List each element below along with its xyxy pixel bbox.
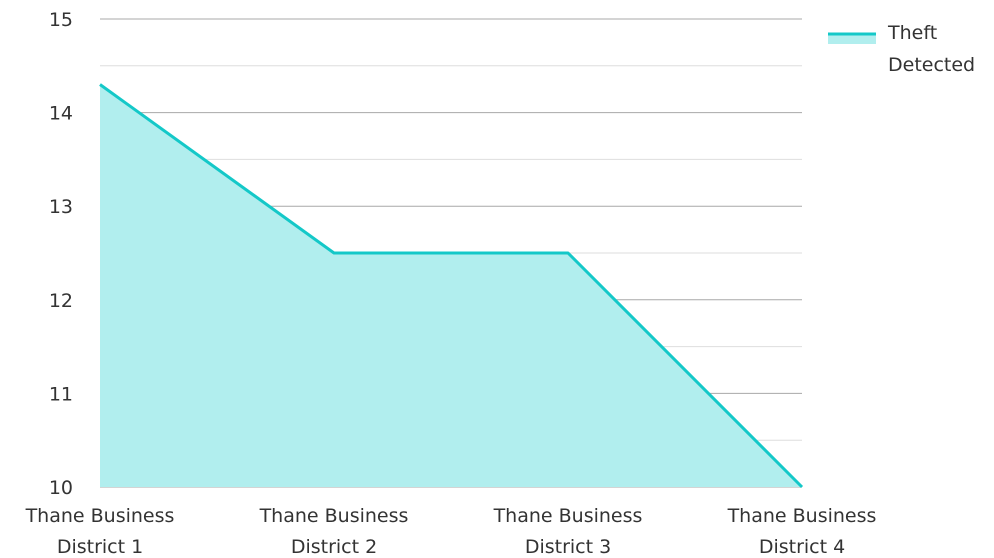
x-tick-label-line: Thane Business (493, 505, 643, 527)
legend-swatch-fill (828, 34, 876, 44)
y-tick-label: 11 (49, 383, 73, 405)
x-tick-label: Thane Business District 2 (259, 505, 409, 558)
legend-label-line-2: Detected (888, 54, 975, 76)
x-tick-label-line: Thane Business (259, 505, 409, 527)
y-tick-label: 10 (49, 477, 73, 499)
y-tick-label: 15 (49, 9, 73, 31)
y-tick-label: 14 (49, 103, 73, 125)
plot-area (99, 83, 804, 489)
x-tick-label-line: Thane Business (727, 505, 877, 527)
x-tick-label-line: Thane Business (25, 505, 175, 527)
legend-label-line-1: Theft (887, 22, 937, 44)
x-tick-label-line: District 3 (525, 536, 611, 558)
x-tick-label: Thane Business District 3 (493, 505, 643, 558)
legend: Theft Detected (828, 22, 975, 76)
x-tick-label: Thane Business District 1 (25, 505, 175, 558)
x-tick-label: Thane Business District 4 (727, 505, 877, 558)
x-axis: Thane Business District 1 Thane Business Di… (25, 505, 877, 558)
y-axis: 10 11 12 13 14 15 (49, 9, 73, 499)
series-area-fill (100, 84, 802, 488)
y-tick-label: 12 (49, 290, 73, 312)
x-tick-label-line: District 4 (759, 536, 845, 558)
y-tick-label: 13 (49, 196, 73, 218)
x-tick-label-line: District 2 (291, 536, 377, 558)
x-tick-label-line: District 1 (57, 536, 143, 558)
series-line (99, 83, 804, 489)
